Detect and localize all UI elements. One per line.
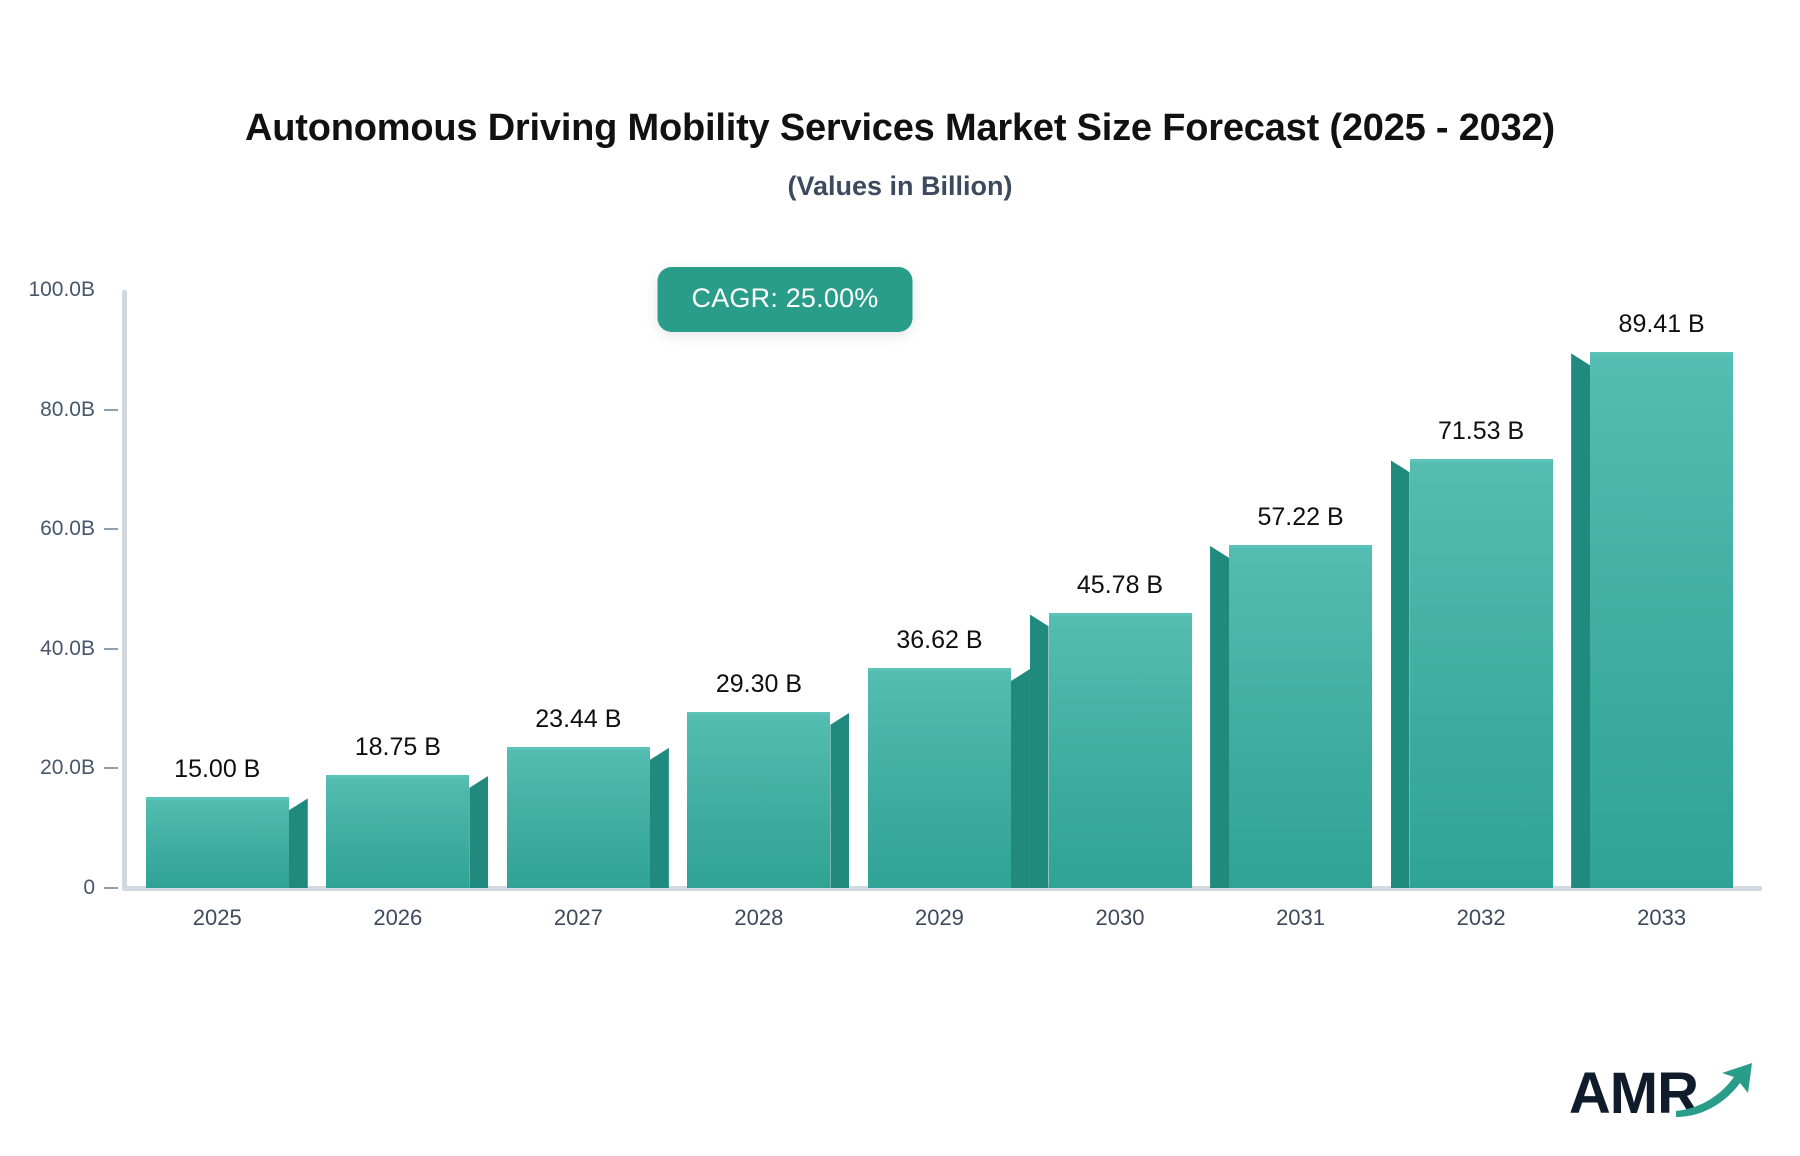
bar-value-label: 15.00 B [174,755,261,784]
bar-side-face [1010,669,1030,888]
bar-top-face [1590,352,1734,356]
bar-top-face [326,774,470,778]
bar-series: 15.00 B 18.75 B 23.44 B 29.30 B 36.62 B 45.78… [127,290,1752,888]
bar-slot[interactable]: 18.75 B [308,290,489,888]
bar-front-face [506,747,650,888]
growth-arrow-icon [1672,1059,1758,1124]
y-axis-line [122,290,127,890]
bar-front-face [1229,545,1373,888]
bar-front-face [145,798,289,888]
x-axis-tick-label: 2031 [1276,905,1326,930]
amr-logo: AMR [1569,1059,1758,1128]
bar-top-face [687,711,831,715]
bar-side-face [1029,614,1049,888]
chart-header: Autonomous Driving Mobility Services Mar… [0,0,1800,201]
bar-side-face [1210,545,1230,888]
bar-side-face [830,712,850,888]
x-axis-tick-label: 2027 [553,905,603,930]
bar-front-face [1409,460,1553,888]
bar[interactable]: 15.00 B [145,755,308,888]
bar-value-label: 71.53 B [1438,417,1525,446]
bar-value-label: 29.30 B [715,669,802,698]
x-axis-line [122,886,1762,891]
y-axis-tick-mark [104,408,118,411]
bar[interactable]: 29.30 B [687,670,850,888]
x-axis-tick-label: 2028 [734,905,784,930]
x-axis: 2025 2026 2027 2028 2029 2030 2031 2032 2033 [127,905,1752,931]
bar[interactable]: 57.22 B [1210,503,1373,888]
bar-top-face [145,797,289,801]
x-axis-tick-label: 2032 [1456,905,1506,930]
bar-front-face [1590,353,1734,888]
bar-side-face [1390,460,1410,888]
y-axis-tick-mark [104,647,118,650]
y-axis: 0 20.0B 40.0B 60.0B 80.0B 100.0B [0,0,95,1156]
bar-top-face [1409,459,1553,463]
bar-front-face [326,775,470,888]
bar-value-label: 23.44 B [535,704,622,733]
y-axis-tick-mark [104,767,118,770]
y-axis-tick-label: 80.0B [40,397,95,421]
bar[interactable]: 36.62 B [867,626,1030,888]
bar-top-face [867,668,1011,672]
bar-front-face [687,712,831,888]
bar-slot[interactable]: 36.62 B [849,290,1030,888]
bar-side-face [288,798,308,888]
bar[interactable]: 89.41 B [1571,310,1734,888]
bar-slot[interactable]: 15.00 B [127,290,308,888]
bar-slot[interactable]: 89.41 B [1571,290,1752,888]
bar-slot[interactable]: 45.78 B [1029,290,1210,888]
y-axis-tick-label: 100.0B [28,278,95,301]
bar[interactable]: 45.78 B [1029,571,1192,888]
bar-slot[interactable]: 29.30 B [669,290,850,888]
x-axis-tick-label: 2026 [373,905,423,930]
y-axis-tick-label: 0 [83,876,95,899]
bar-front-face [867,669,1011,888]
bar-value-label: 36.62 B [896,626,983,655]
x-axis-tick-label: 2033 [1637,905,1687,930]
bar-value-label: 18.75 B [354,732,441,761]
x-axis-tick-label: 2025 [192,905,242,930]
bar-top-face [1229,544,1373,548]
bar-side-face [1571,353,1591,888]
bar-slot[interactable]: 71.53 B [1390,290,1571,888]
chart-subtitle: (Values in Billion) [787,170,1013,201]
x-axis-tick-label: 2029 [914,905,964,930]
bar-slot[interactable]: 57.22 B [1210,290,1391,888]
page-title: Autonomous Driving Mobility Services Mar… [245,107,1555,149]
bar-value-label: 45.78 B [1076,571,1164,600]
x-axis-tick-label: 2030 [1095,905,1145,930]
bar-side-face [469,775,489,888]
bar[interactable]: 23.44 B [506,705,669,888]
bar-value-label: 57.22 B [1257,502,1344,531]
bar-front-face [1048,614,1192,888]
y-axis-tick-mark [104,887,118,889]
y-axis-tick-label: 40.0B [40,636,95,660]
bar[interactable]: 71.53 B [1390,417,1553,888]
y-axis-tick-label: 60.0B [40,517,95,541]
bar-top-face [1048,613,1192,617]
bar-slot[interactable]: 23.44 B [488,290,669,888]
bar-top-face [506,746,650,750]
bar[interactable]: 18.75 B [326,733,489,888]
cagr-badge: CAGR: 25.00% [657,267,913,332]
y-axis-tick-label: 20.0B [40,756,95,780]
y-axis-tick-mark [104,528,118,531]
bar-value-label: 89.41 B [1618,310,1705,339]
bar-side-face [649,747,669,888]
